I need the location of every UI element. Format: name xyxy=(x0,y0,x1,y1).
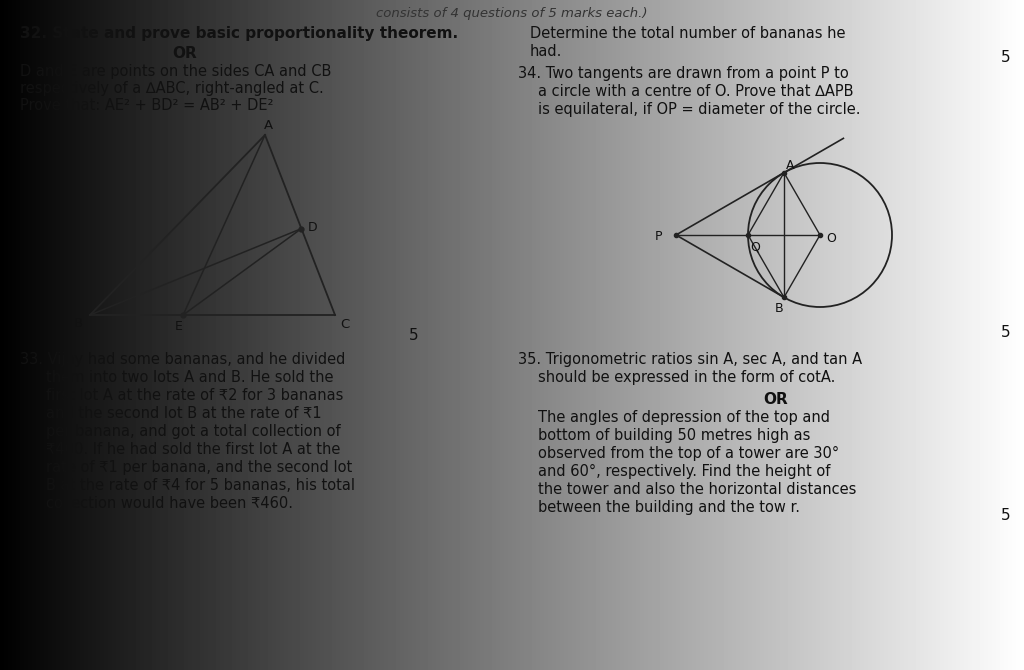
Text: A: A xyxy=(263,119,272,132)
Text: collection would have been ₹460.: collection would have been ₹460. xyxy=(46,496,293,511)
Text: them into two lots A and B. He sold the: them into two lots A and B. He sold the xyxy=(46,370,334,385)
Text: the tower and also the horizontal distances: the tower and also the horizontal distan… xyxy=(538,482,856,497)
Text: 34. Two tangents are drawn from a point P to: 34. Two tangents are drawn from a point … xyxy=(518,66,849,81)
Text: 32. State and prove basic proportionality theorem.: 32. State and prove basic proportionalit… xyxy=(20,26,458,41)
Text: B: B xyxy=(74,317,83,330)
Text: ₹400. If he had sold the first lot A at the: ₹400. If he had sold the first lot A at … xyxy=(46,442,340,457)
Text: A: A xyxy=(786,159,795,172)
Text: 5: 5 xyxy=(1000,325,1010,340)
Text: 5: 5 xyxy=(1000,508,1010,523)
Text: B: B xyxy=(775,302,783,316)
Text: bottom of building 50 metres high as: bottom of building 50 metres high as xyxy=(538,428,810,443)
Text: observed from the top of a tower are 30°: observed from the top of a tower are 30° xyxy=(538,446,839,461)
Text: P: P xyxy=(654,230,662,243)
Text: had.: had. xyxy=(530,44,562,59)
Text: respectively of a ∆ABC, right-angled at C.: respectively of a ∆ABC, right-angled at … xyxy=(20,81,324,96)
Text: between the building and the tow r.: between the building and the tow r. xyxy=(538,500,800,515)
Text: E: E xyxy=(175,320,183,333)
Text: OR: OR xyxy=(764,392,788,407)
Text: and 60°, respectively. Find the height of: and 60°, respectively. Find the height o… xyxy=(538,464,830,479)
Text: 33. Vijay had some bananas, and he divided: 33. Vijay had some bananas, and he divid… xyxy=(20,352,345,367)
Text: consists of 4 questions of 5 marks each.): consists of 4 questions of 5 marks each.… xyxy=(376,7,648,20)
Text: B at the rate of ₹4 for 5 bananas, his total: B at the rate of ₹4 for 5 bananas, his t… xyxy=(46,478,355,493)
Text: The angles of depression of the top and: The angles of depression of the top and xyxy=(538,410,830,425)
Text: O: O xyxy=(826,232,836,245)
Text: Prove that: AE² + BD² = AB² + DE²: Prove that: AE² + BD² = AB² + DE² xyxy=(20,98,273,113)
Text: Q: Q xyxy=(750,240,760,253)
Text: OR: OR xyxy=(173,46,198,61)
Text: is equilateral, if OP = diameter of the circle.: is equilateral, if OP = diameter of the … xyxy=(538,102,860,117)
Text: should be expressed in the form of cotA.: should be expressed in the form of cotA. xyxy=(538,370,836,385)
Text: Determine the total number of bananas he: Determine the total number of bananas he xyxy=(530,26,846,41)
Text: a circle with a centre of O. Prove that ∆APB: a circle with a centre of O. Prove that … xyxy=(538,84,853,99)
Text: D: D xyxy=(307,220,317,234)
Text: 5: 5 xyxy=(409,328,418,343)
Text: 5: 5 xyxy=(1000,50,1010,65)
Text: D and E are points on the sides CA and CB: D and E are points on the sides CA and C… xyxy=(20,64,332,79)
Text: per banana, and got a total collection of: per banana, and got a total collection o… xyxy=(46,424,341,439)
Text: C: C xyxy=(340,318,349,331)
Text: 35. Trigonometric ratios sin A, sec A, and tan A: 35. Trigonometric ratios sin A, sec A, a… xyxy=(518,352,862,367)
Text: rate of ₹1 per banana, and the second lot: rate of ₹1 per banana, and the second lo… xyxy=(46,460,352,475)
Text: first lot A at the rate of ₹2 for 3 bananas: first lot A at the rate of ₹2 for 3 bana… xyxy=(46,388,343,403)
Text: and the second lot B at the rate of ₹1: and the second lot B at the rate of ₹1 xyxy=(46,406,322,421)
